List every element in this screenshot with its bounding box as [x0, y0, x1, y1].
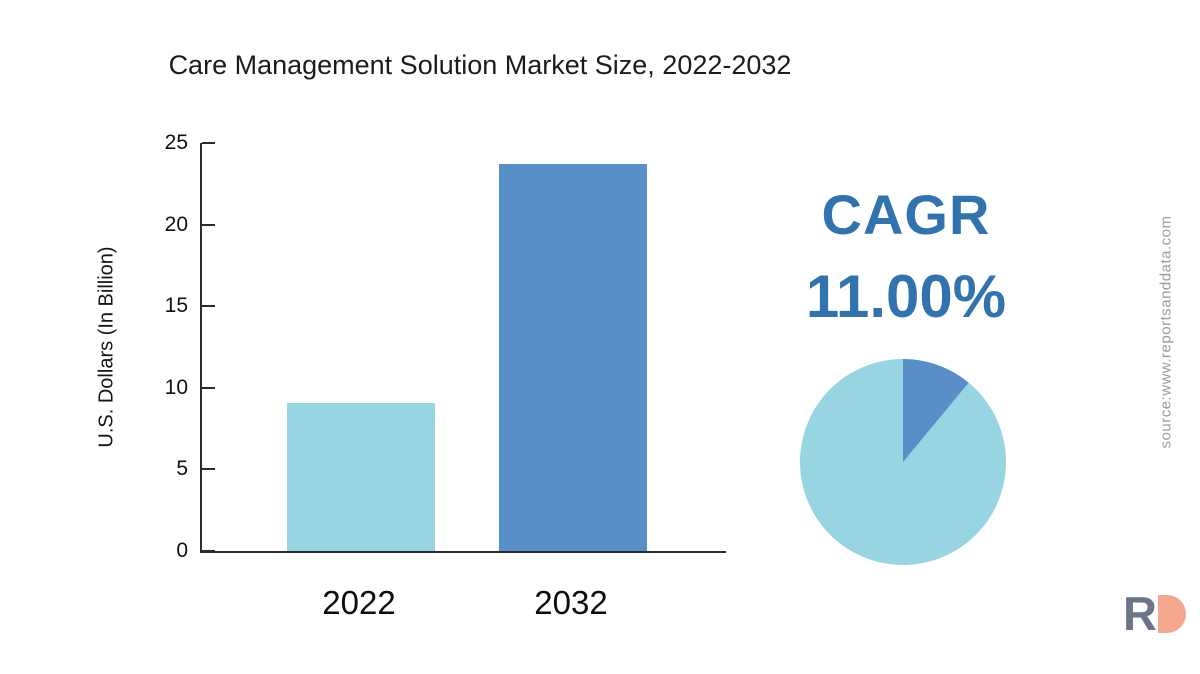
bar-2032 — [499, 164, 647, 551]
y-axis-title: U.S. Dollars (In Billion) — [95, 246, 118, 448]
logo-letter-r: R — [1123, 587, 1157, 640]
y-tick-mark — [202, 550, 215, 552]
logo-d-half-disc-icon — [1158, 595, 1186, 633]
y-tick-label: 15 — [164, 294, 188, 318]
brand-logo: R — [1123, 587, 1186, 640]
x-category-label: 2022 — [322, 584, 396, 621]
cagr-pie-chart — [800, 359, 1006, 565]
y-tick-mark — [202, 386, 215, 389]
y-tick-label: 0 — [176, 539, 188, 562]
plot-area — [200, 142, 726, 553]
x-category-label: 2032 — [534, 584, 608, 621]
y-tick-label: 25 — [164, 131, 188, 154]
source-attribution: source:www.reportsanddata.com — [1157, 215, 1175, 449]
y-tick-label: 5 — [176, 457, 188, 481]
y-tick-label: 10 — [164, 375, 188, 399]
bar-2022 — [287, 402, 435, 551]
y-tick-mark — [202, 223, 215, 226]
cagr-value: 11.00% — [805, 263, 1007, 330]
cagr-label: CAGR — [821, 183, 991, 246]
y-tick-mark — [202, 468, 215, 471]
y-tick-mark — [202, 305, 215, 308]
chart-title: Care Management Solution Market Size, 20… — [168, 50, 792, 80]
y-tick-mark — [202, 142, 215, 144]
y-tick-label: 20 — [164, 212, 188, 236]
